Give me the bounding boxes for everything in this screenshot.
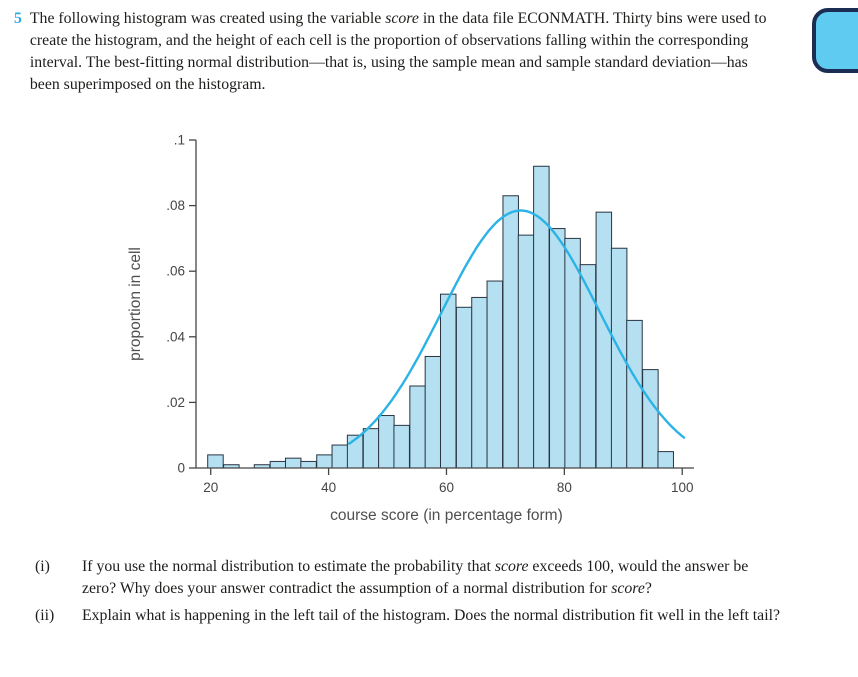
x-tick-label: 20 [203,480,218,495]
text-run: If you use the normal distribution to es… [82,558,495,575]
histogram-bar [564,237,581,469]
histogram-bar [471,296,488,469]
histogram-bar [424,355,442,469]
questions: (i) If you use the normal distribution to… [35,556,791,627]
histogram-bar [378,415,395,469]
problem-number: 5 [14,10,22,27]
histogram-bar [362,428,380,469]
y-tick-label: .1 [174,133,185,148]
text-run: in the data file ECONMATH. Thirty bins w… [29,10,767,93]
chapter-tab-decoration [812,8,858,73]
histogram-bar [455,306,473,469]
histogram-bar [284,457,302,469]
x-tick-label: 100 [671,480,694,495]
figure-container: 0 .02 .04 .06 .08 .1 20 40 60 80 100 course score (… [124,126,710,535]
histogram-bar [316,454,333,469]
histogram-bar [626,319,643,469]
question-label: (i) [35,558,50,575]
histogram-bar [409,385,426,469]
histogram-bar [207,454,224,469]
x-axis-title: course score (in percentage form) [330,507,563,524]
histogram-bar [517,234,535,469]
y-tick-label: .08 [166,198,185,213]
text-run: ? [644,580,652,597]
histogram-figure: 0 .02 .04 .06 .08 .1 20 40 60 80 100 course score (… [127,133,694,524]
question-text: Explain what is happening in the left ta… [82,605,784,627]
y-tick-label: .06 [166,264,185,279]
histogram-bar [331,444,349,469]
question-label: (ii) [35,607,55,624]
question-item: (i) If you use the normal distribution to… [35,556,791,600]
histogram-bar [269,460,287,469]
italic-term: score [385,10,419,27]
x-tick-label: 80 [557,480,572,495]
histogram-bar [439,293,457,469]
text-run: Explain what is happening in the left ta… [82,607,780,624]
histogram-bar [595,211,613,469]
italic-term: score [611,580,645,597]
x-tick-label: 60 [439,480,454,495]
text-run: exceeds 100, would the answer be zero? W… [82,558,749,597]
histogram-bar [486,280,504,469]
histogram-bar [300,460,317,469]
histogram-bar [393,424,410,469]
text-run: The following histogram was created usin… [29,10,386,27]
problem-intro-text: The following histogram was created usin… [30,8,776,96]
histogram-bar [642,369,659,469]
question-item: (ii) Explain what is happening in the lef… [35,605,791,627]
y-tick-label: .02 [166,395,185,410]
question-text: If you use the normal distribution to es… [82,556,784,600]
italic-term: score [494,558,529,575]
y-axis-title: proportion in cell [127,247,144,361]
normal-curve [347,209,686,445]
histogram-bar [502,195,519,469]
problem-statement: 5 The following histogram was created us… [14,8,788,96]
histogram-bar [657,451,674,469]
x-tick-label: 40 [321,480,336,495]
histogram-bar [579,264,597,469]
histogram-bar [533,165,550,469]
histogram-bar [549,228,566,469]
y-tick-label: 0 [177,461,185,476]
y-tick-label: .04 [166,329,185,344]
